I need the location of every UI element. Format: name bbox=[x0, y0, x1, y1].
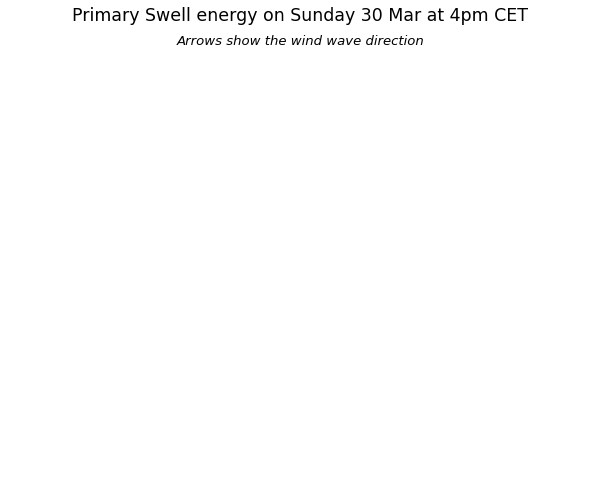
Text: Primary Swell energy on Sunday 30 Mar at 4pm CET: Primary Swell energy on Sunday 30 Mar at… bbox=[73, 7, 528, 25]
Text: Arrows show the wind wave direction: Arrows show the wind wave direction bbox=[177, 35, 424, 48]
Text: cartopy required: cartopy required bbox=[219, 272, 382, 291]
